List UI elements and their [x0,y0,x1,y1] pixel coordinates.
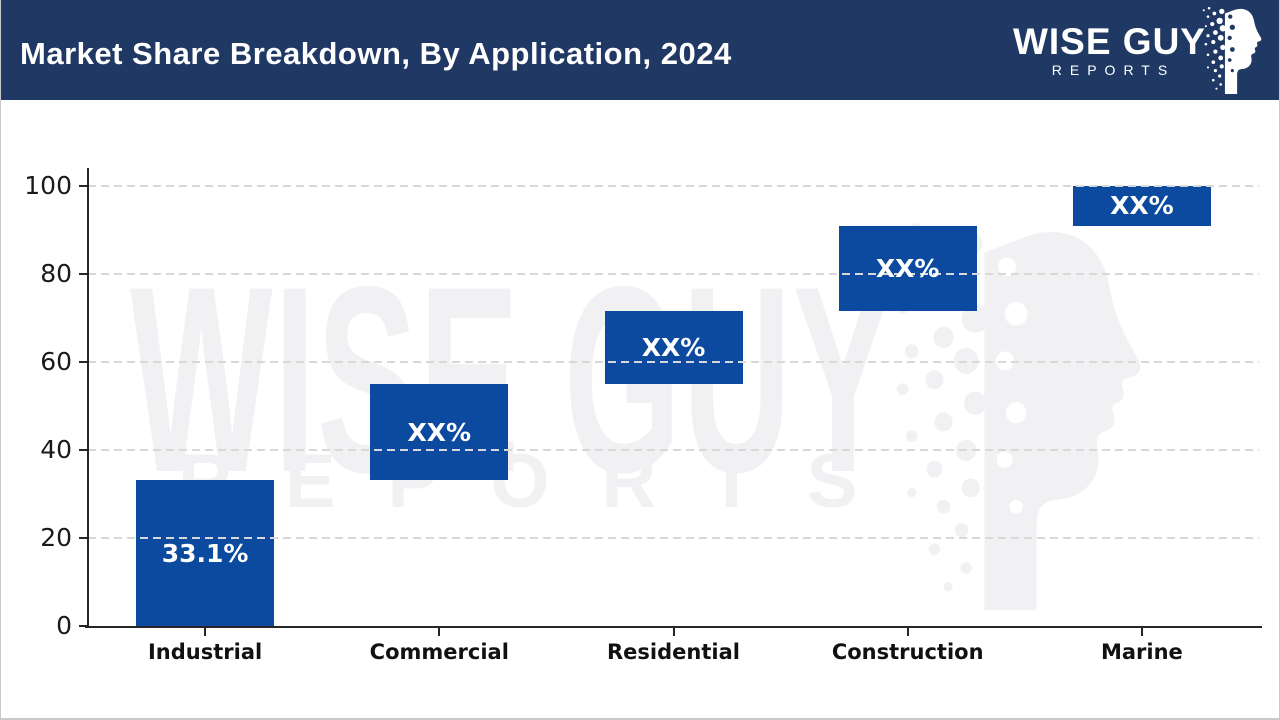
brand-subtitle: REPORTS [1051,62,1176,78]
gridline [88,449,1259,451]
y-axis-tick-label: 0 [56,611,72,640]
x-axis-tick [672,628,675,636]
y-axis-tick [79,361,88,363]
header-bar: Market Share Breakdown, By Application, … [0,0,1280,100]
y-axis-line [87,168,89,628]
bar-marine [1072,186,1211,226]
bar-residential [604,311,743,384]
brand-name: WISE GUY [1012,21,1206,62]
y-axis-tick-label: 20 [40,523,72,552]
bar-value-label: XX% [641,333,706,363]
brand-logo: WISE GUY REPORTS [1013,0,1270,100]
gridline [88,273,1259,275]
x-axis-tick [438,628,441,636]
bar-commercial [370,384,509,481]
gridline [88,537,1259,539]
y-axis-tick-label: 60 [40,347,72,376]
x-axis-tick [1140,628,1143,636]
bar-value-label: XX% [875,253,940,283]
bar-value-label: 33.1% [161,538,249,568]
x-axis-line [85,626,1262,628]
x-axis-category-label: Industrial [147,640,263,664]
y-axis-tick [79,185,88,187]
watermark-wordmark: WISE GUY [130,232,895,528]
x-axis-category-label: Residential [607,640,740,664]
x-axis-category-label: Construction [831,640,984,664]
y-axis-tick-label: 40 [40,435,72,464]
bar-industrial [136,480,275,626]
y-axis-tick [79,537,88,539]
watermark-reports-text: REPORTS [178,439,910,524]
bar-value-label: XX% [407,417,472,447]
x-axis-tick [906,628,909,636]
chart-title: Market Share Breakdown, By Application, … [20,36,732,71]
x-axis-tick [204,628,207,636]
y-axis-tick-label: 100 [24,171,72,200]
x-axis-category-label: Marine [1100,640,1183,664]
x-axis-category-label: Commercial [369,640,509,664]
bar-construction [838,225,977,312]
y-axis-tick-label: 80 [40,259,72,288]
gridline [88,361,1259,363]
brand-head-profile-icon [1202,6,1262,94]
gridline [88,185,1259,187]
brand-logo-text: WISE GUY REPORTS [1013,23,1206,77]
y-axis-tick [79,449,88,451]
y-axis-tick [79,625,88,627]
bar-value-label: XX% [1110,191,1174,221]
y-axis-tick [79,273,88,275]
